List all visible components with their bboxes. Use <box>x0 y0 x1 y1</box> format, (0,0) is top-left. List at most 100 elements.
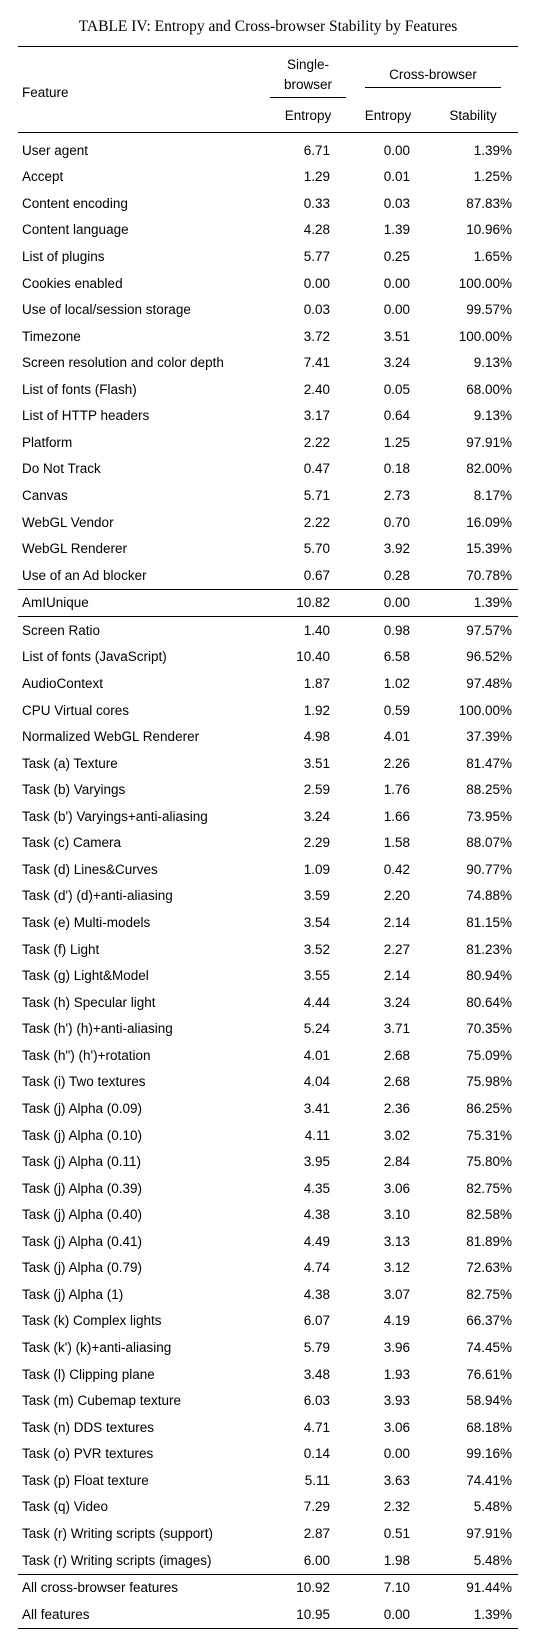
cell-feature: Task (f) Light <box>18 936 268 963</box>
cell-feature: Task (h') (h)+anti-aliasing <box>18 1016 268 1043</box>
cell-feature: Platform <box>18 429 268 456</box>
cell-single-entropy: 2.22 <box>268 429 348 456</box>
cell-single-entropy: 0.00 <box>268 270 348 297</box>
cell-cross-stability: 16.09% <box>428 509 518 536</box>
table-row: Timezone3.723.51100.00% <box>18 323 518 350</box>
cell-single-entropy: 6.00 <box>268 1547 348 1574</box>
cell-feature: List of fonts (JavaScript) <box>18 644 268 671</box>
header-feature: Feature <box>18 47 268 133</box>
cell-cross-stability: 82.75% <box>428 1281 518 1308</box>
cell-single-entropy: 4.11 <box>268 1122 348 1149</box>
cell-cross-stability: 1.39% <box>428 589 518 617</box>
cell-single-entropy: 4.44 <box>268 989 348 1016</box>
table-row: Content language4.281.3910.96% <box>18 217 518 244</box>
cell-single-entropy: 3.41 <box>268 1095 348 1122</box>
cell-cross-entropy: 3.10 <box>348 1202 428 1229</box>
cell-single-entropy: 7.41 <box>268 350 348 377</box>
cell-single-entropy: 3.72 <box>268 323 348 350</box>
table-row: Task (j) Alpha (0.79)4.743.1272.63% <box>18 1255 518 1282</box>
cell-feature: Task (d) Lines&Curves <box>18 856 268 883</box>
cell-cross-entropy: 0.28 <box>348 562 428 589</box>
table-row: WebGL Vendor2.220.7016.09% <box>18 509 518 536</box>
cell-feature: Task (k') (k)+anti-aliasing <box>18 1335 268 1362</box>
table-row: Screen resolution and color depth7.413.2… <box>18 350 518 377</box>
table-row: Canvas5.712.738.17% <box>18 483 518 510</box>
cell-feature: Screen Ratio <box>18 617 268 644</box>
cell-feature: All features <box>18 1601 268 1628</box>
cell-cross-entropy: 0.18 <box>348 456 428 483</box>
cell-single-entropy: 0.67 <box>268 562 348 589</box>
table-row: Task (j) Alpha (0.41)4.493.1381.89% <box>18 1228 518 1255</box>
cell-cross-stability: 75.98% <box>428 1069 518 1096</box>
cell-cross-entropy: 3.13 <box>348 1228 428 1255</box>
table-row: Task (i) Two textures4.042.6875.98% <box>18 1069 518 1096</box>
cell-single-entropy: 5.11 <box>268 1467 348 1494</box>
cell-feature: Task (o) PVR textures <box>18 1441 268 1468</box>
cell-single-entropy: 5.70 <box>268 536 348 563</box>
cell-feature: Normalized WebGL Renderer <box>18 724 268 751</box>
cell-single-entropy: 10.92 <box>268 1574 348 1601</box>
table-row: Task (f) Light3.522.2781.23% <box>18 936 518 963</box>
cell-cross-entropy: 1.93 <box>348 1361 428 1388</box>
table-row: Task (k) Complex lights6.074.1966.37% <box>18 1308 518 1335</box>
cell-single-entropy: 3.52 <box>268 936 348 963</box>
data-table: Feature Single-browser Cross-browser Ent… <box>18 46 518 1629</box>
cell-feature: WebGL Renderer <box>18 536 268 563</box>
cell-cross-stability: 66.37% <box>428 1308 518 1335</box>
table-row: Task (j) Alpha (0.09)3.412.3686.25% <box>18 1095 518 1122</box>
cell-cross-entropy: 2.32 <box>348 1494 428 1521</box>
cell-cross-entropy: 2.36 <box>348 1095 428 1122</box>
table-row: Task (h') (h)+anti-aliasing5.243.7170.35… <box>18 1016 518 1043</box>
cell-single-entropy: 1.09 <box>268 856 348 883</box>
cell-cross-stability: 82.58% <box>428 1202 518 1229</box>
cell-single-entropy: 3.24 <box>268 803 348 830</box>
cell-cross-entropy: 3.12 <box>348 1255 428 1282</box>
cell-single-entropy: 4.01 <box>268 1042 348 1069</box>
cell-feature: Task (e) Multi-models <box>18 910 268 937</box>
cell-cross-entropy: 3.92 <box>348 536 428 563</box>
cell-cross-stability: 90.77% <box>428 856 518 883</box>
cell-feature: Task (i) Two textures <box>18 1069 268 1096</box>
cell-cross-entropy: 2.73 <box>348 483 428 510</box>
cell-feature: Cookies enabled <box>18 270 268 297</box>
cell-feature: List of HTTP headers <box>18 403 268 430</box>
cell-single-entropy: 2.22 <box>268 509 348 536</box>
cell-single-entropy: 6.07 <box>268 1308 348 1335</box>
cell-feature: Timezone <box>18 323 268 350</box>
cell-cross-stability: 37.39% <box>428 724 518 751</box>
cell-cross-stability: 70.78% <box>428 562 518 589</box>
table-row: Use of an Ad blocker0.670.2870.78% <box>18 562 518 589</box>
cell-cross-entropy: 2.14 <box>348 963 428 990</box>
cell-feature: Task (j) Alpha (0.09) <box>18 1095 268 1122</box>
cell-cross-entropy: 0.25 <box>348 243 428 270</box>
cell-single-entropy: 4.35 <box>268 1175 348 1202</box>
cell-single-entropy: 4.38 <box>268 1281 348 1308</box>
header-group-cross: Cross-browser <box>348 47 518 101</box>
cell-cross-stability: 70.35% <box>428 1016 518 1043</box>
cell-cross-stability: 97.48% <box>428 670 518 697</box>
cell-cross-stability: 75.09% <box>428 1042 518 1069</box>
table-row: List of fonts (JavaScript)10.406.5896.52… <box>18 644 518 671</box>
cell-cross-entropy: 0.05 <box>348 376 428 403</box>
table-row: Task (p) Float texture5.113.6374.41% <box>18 1467 518 1494</box>
cell-cross-entropy: 0.00 <box>348 589 428 617</box>
table-row: Task (c) Camera2.291.5888.07% <box>18 830 518 857</box>
table-row: Task (k') (k)+anti-aliasing5.793.9674.45… <box>18 1335 518 1362</box>
cell-cross-stability: 96.52% <box>428 644 518 671</box>
cell-cross-entropy: 0.64 <box>348 403 428 430</box>
cell-cross-stability: 15.39% <box>428 536 518 563</box>
table-row: Task (j) Alpha (0.10)4.113.0275.31% <box>18 1122 518 1149</box>
cell-cross-stability: 1.65% <box>428 243 518 270</box>
header-group-single: Single-browser <box>268 47 348 101</box>
cell-single-entropy: 5.77 <box>268 243 348 270</box>
table-caption: TABLE IV: Entropy and Cross-browser Stab… <box>18 18 518 36</box>
table-row: Task (e) Multi-models3.542.1481.15% <box>18 910 518 937</box>
cell-feature: Task (a) Texture <box>18 750 268 777</box>
cell-cross-stability: 8.17% <box>428 483 518 510</box>
table-row: Task (n) DDS textures4.713.0668.18% <box>18 1414 518 1441</box>
table-row: Use of local/session storage0.030.0099.5… <box>18 297 518 324</box>
cell-cross-stability: 1.39% <box>428 132 518 164</box>
cell-cross-stability: 75.80% <box>428 1149 518 1176</box>
cell-cross-stability: 81.89% <box>428 1228 518 1255</box>
cell-cross-entropy: 4.19 <box>348 1308 428 1335</box>
